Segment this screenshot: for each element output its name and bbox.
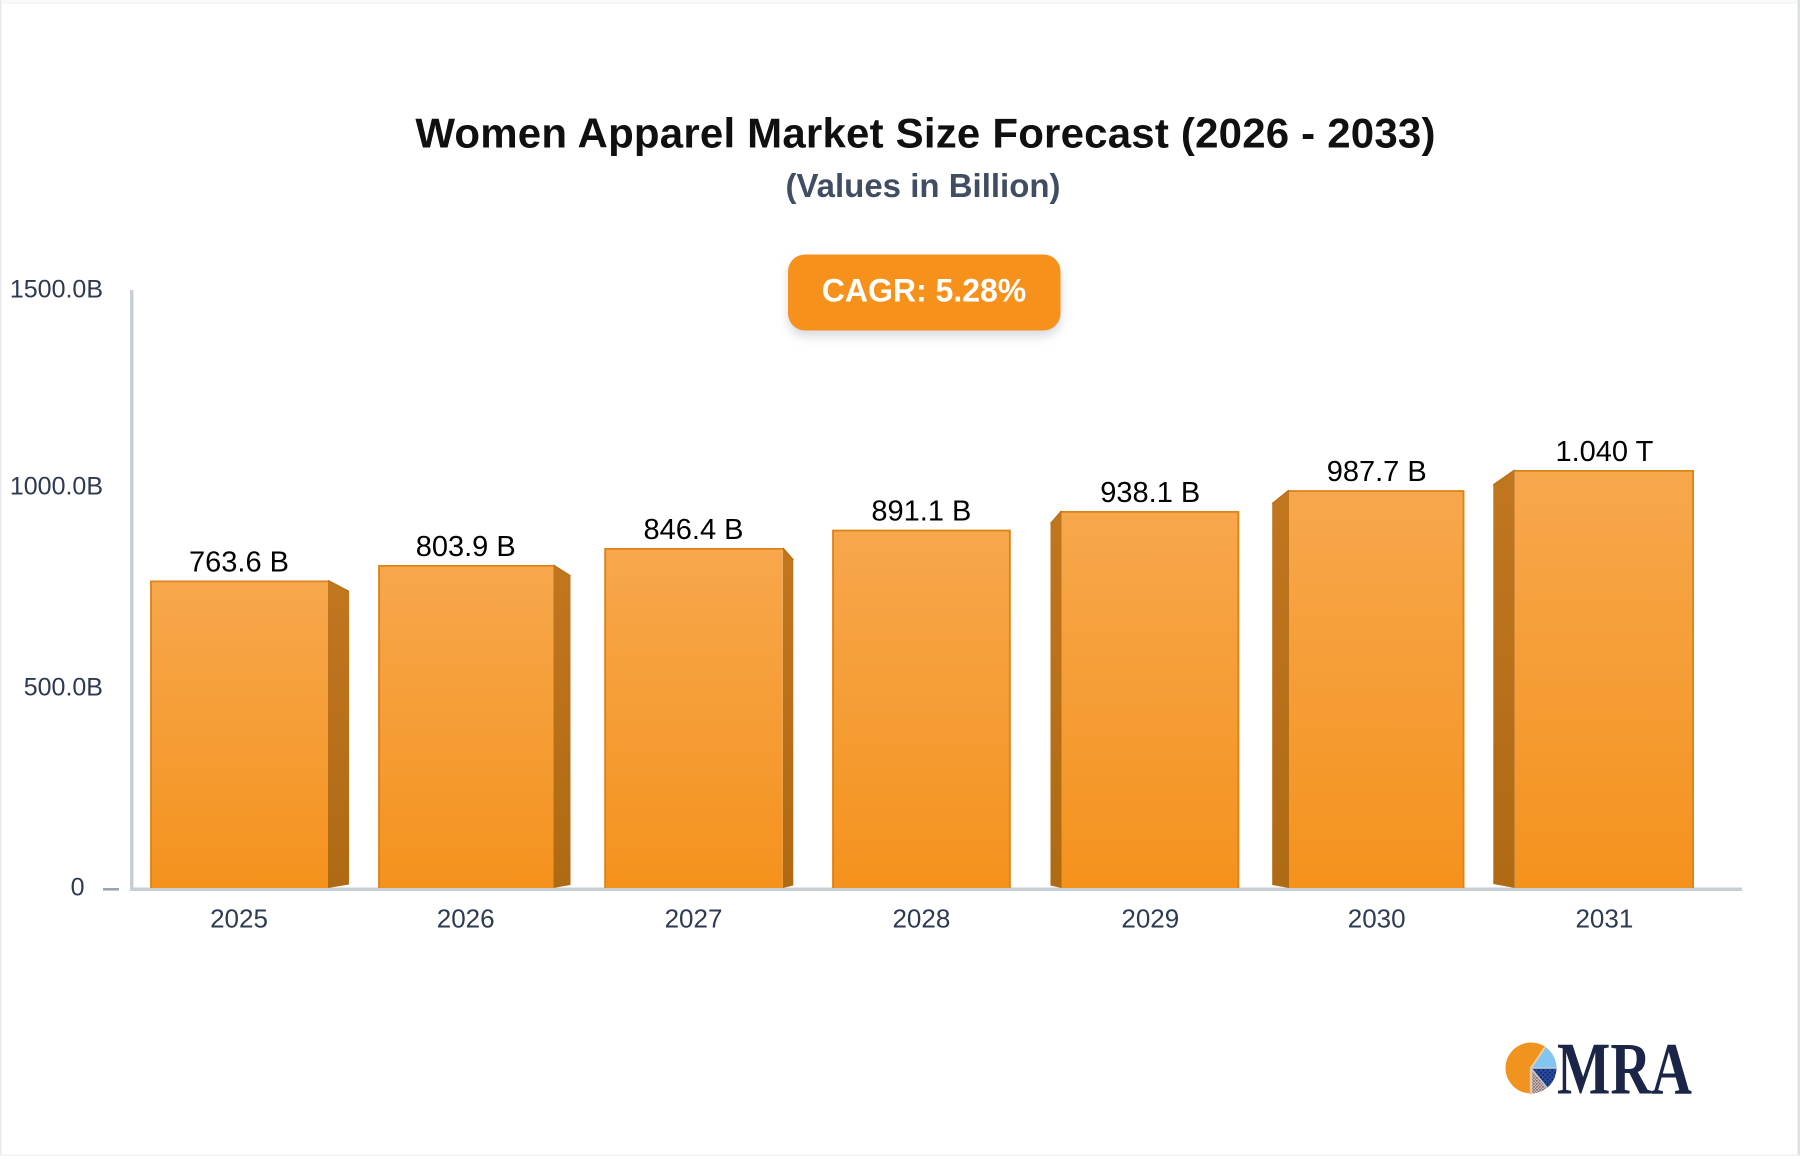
svg-text:2028: 2028 — [892, 903, 950, 933]
svg-text:803.9 B: 803.9 B — [416, 531, 516, 563]
svg-text:846.4 B: 846.4 B — [644, 514, 744, 546]
svg-text:(Values in Billion): (Values in Billion) — [785, 167, 1060, 204]
svg-text:2026: 2026 — [437, 903, 495, 933]
svg-text:938.1 B: 938.1 B — [1100, 477, 1200, 509]
svg-text:500.0B: 500.0B — [24, 674, 103, 702]
svg-text:2030: 2030 — [1348, 903, 1406, 933]
svg-text:2029: 2029 — [1121, 903, 1179, 933]
svg-text:CAGR: 5.28%: CAGR: 5.28% — [822, 273, 1027, 309]
svg-text:2027: 2027 — [665, 903, 723, 933]
svg-text:MRA: MRA — [1557, 1029, 1692, 1111]
svg-text:987.7 B: 987.7 B — [1327, 456, 1427, 488]
svg-text:1500.0B: 1500.0B — [10, 276, 103, 304]
svg-text:891.1 B: 891.1 B — [871, 496, 971, 528]
svg-text:Women Apparel Market Size Fore: Women Apparel Market Size Forecast (2026… — [415, 110, 1435, 157]
svg-text:1.040 T: 1.040 T — [1555, 436, 1653, 468]
svg-text:0: 0 — [71, 874, 85, 902]
svg-text:2025: 2025 — [210, 903, 268, 933]
svg-text:1000.0B: 1000.0B — [10, 473, 103, 501]
svg-text:763.6 B: 763.6 B — [189, 547, 289, 579]
svg-text:2031: 2031 — [1575, 903, 1633, 933]
